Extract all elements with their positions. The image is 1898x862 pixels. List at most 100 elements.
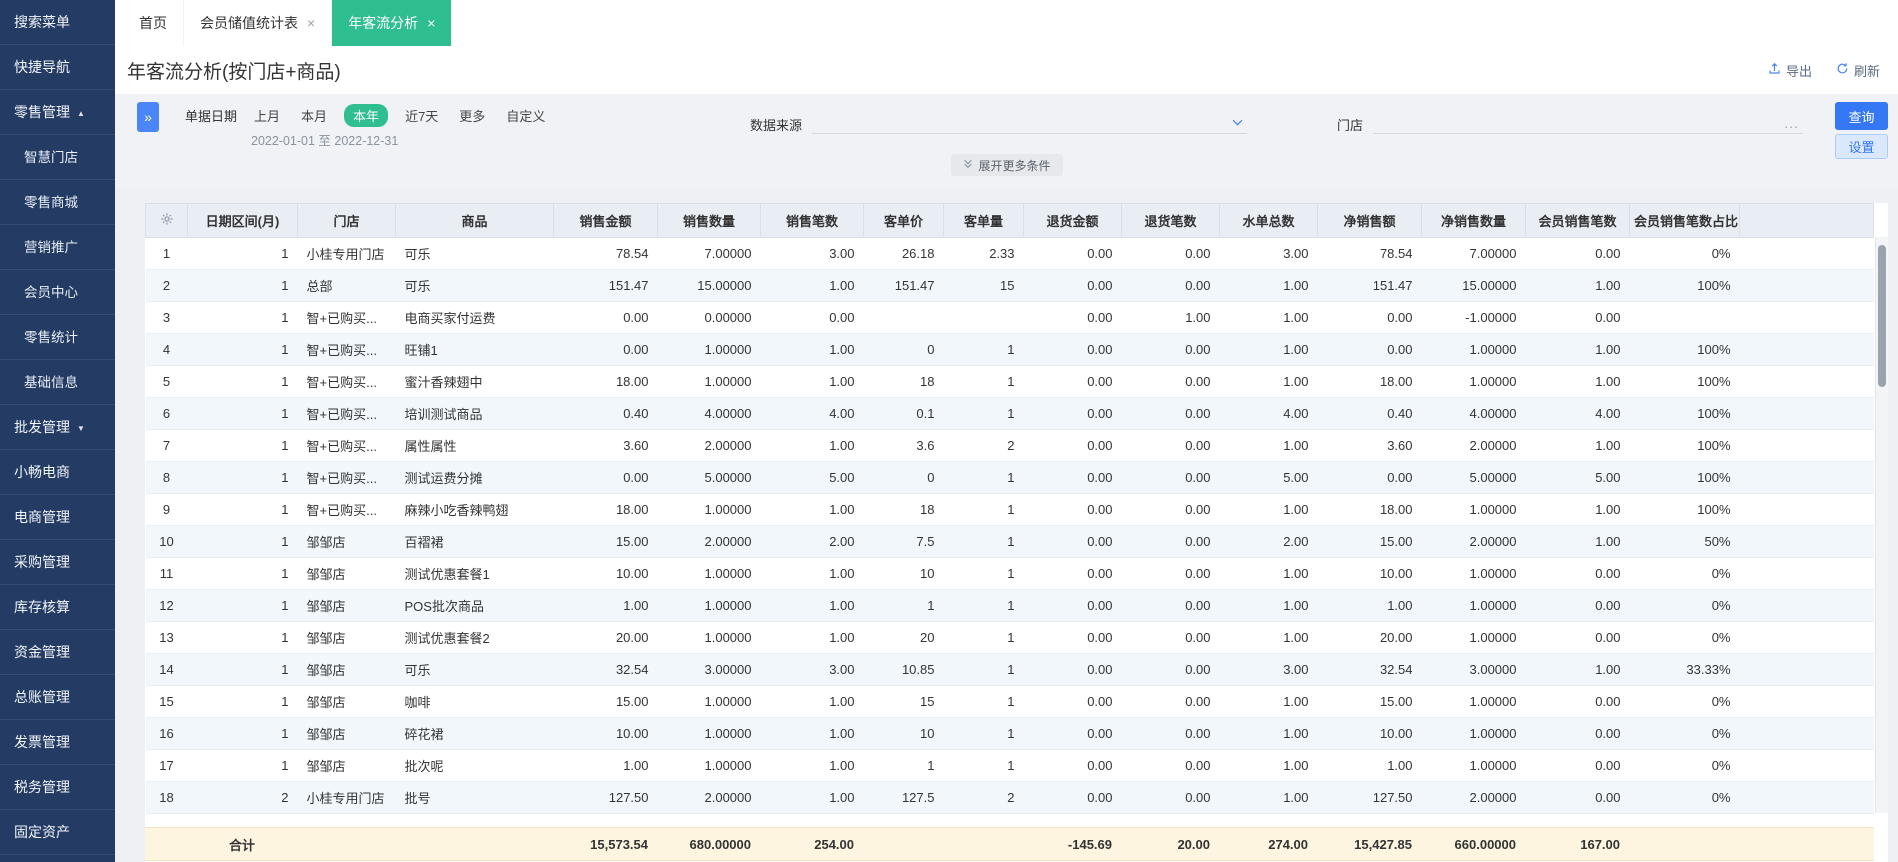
export-button[interactable]: 导出 (1768, 61, 1812, 80)
collapse-panel-button[interactable]: » (137, 102, 159, 132)
cell: 2.00000 (657, 525, 761, 558)
cell: 1.00 (760, 493, 864, 526)
table-row[interactable]: 1 1 小桂专用门店 可乐 78.54 7.00000 3.00 26.18 2.33 0.00 0… (145, 237, 1874, 270)
table-row[interactable]: 2 1 总部 可乐 151.47 15.00000 1.00 151.47 15 0.00 0.00… (145, 269, 1874, 302)
sidebar-item-资金管理[interactable]: 资金管理 (0, 630, 115, 675)
sidebar-item-基础信息[interactable]: 基础信息 (0, 360, 115, 405)
sidebar-item-税务管理[interactable]: 税务管理 (0, 765, 115, 810)
table-row[interactable]: 18 2 小桂专用门店 批号 127.50 2.00000 1.00 127.5 2 0.00 0.… (145, 781, 1874, 814)
column-header-商品[interactable]: 商品 (395, 203, 554, 238)
column-header-退货金额[interactable]: 退货金额 (1023, 203, 1122, 238)
refresh-button[interactable]: 刷新 (1836, 61, 1880, 80)
date-option-近7天[interactable]: 近7天 (405, 108, 439, 124)
table-row[interactable]: 3 1 智+已购买... 电商买家付运费 0.00 0.00000 0.00 0.00 1.00… (145, 301, 1874, 334)
column-header-水单总数[interactable]: 水单总数 (1219, 203, 1318, 238)
sidebar-item-批发管理[interactable]: 批发管理 ▼ (0, 405, 115, 450)
cell: 1.00 (760, 749, 864, 782)
date-option-本年[interactable]: 本年 (344, 103, 389, 127)
table-row[interactable]: 9 1 智+已购买... 麻辣小吃香辣鸭翅 18.00 1.00000 1.00 18 1 0.0… (145, 493, 1874, 526)
expand-more-button[interactable]: 展开更多条件 (950, 154, 1063, 176)
column-header-客单价[interactable]: 客单价 (863, 203, 944, 238)
sidebar-item-电商管理[interactable]: 电商管理 (0, 495, 115, 540)
column-header-会员销售笔数占比[interactable]: 会员销售笔数占比 (1629, 203, 1740, 238)
column-header-门店[interactable]: 门店 (297, 203, 396, 238)
column-header-日期区间(月)[interactable]: 日期区间(月) (187, 203, 298, 238)
sidebar-item-零售管理[interactable]: 零售管理 ▲ (0, 90, 115, 135)
table-row[interactable]: 8 1 智+已购买... 测试运费分摊 0.00 5.00000 5.00 0 1 0.00 0.0… (145, 461, 1874, 494)
sidebar-item-总账管理[interactable]: 总账管理 (0, 675, 115, 720)
cell: 0.00 (1317, 333, 1422, 366)
sidebar-item-固定资产[interactable]: 固定资产 (0, 810, 115, 855)
sidebar-item-label: 税务管理 (14, 779, 70, 795)
sidebar-item-label: 零售商城 (24, 195, 78, 210)
table-row[interactable]: 6 1 智+已购买... 培训测试商品 0.40 4.00000 4.00 0.1 1 0.00 0… (145, 397, 1874, 430)
sidebar-item-零售统计[interactable]: 零售统计 (0, 315, 115, 360)
date-option-本月[interactable]: 本月 (301, 108, 328, 124)
cell-filler (1739, 301, 1874, 334)
tab-首页[interactable]: 首页 (123, 0, 184, 46)
date-option-更多[interactable]: 更多 (459, 108, 486, 124)
date-option-自定义[interactable]: 自定义 (506, 108, 546, 124)
table-row[interactable]: 11 1 邹邹店 测试优惠套餐1 10.00 1.00000 1.00 10 1 0.00 0.00… (145, 557, 1874, 590)
sidebar-item-快捷导航[interactable]: 快捷导航 (0, 45, 115, 90)
cell: 测试优惠套餐2 (395, 621, 554, 654)
table-header-row: 日期区间(月) 门店 商品 销售金额 销售数量 销售笔数 客单价 客单量 退货金额 退货笔数 水单总… (145, 203, 1874, 238)
source-input[interactable] (812, 110, 1248, 134)
table-row[interactable]: 13 1 邹邹店 测试优惠套餐2 20.00 1.00000 1.00 20 1 0.00 0.00… (145, 621, 1874, 654)
sidebar-item-工资[interactable]: 工资 (0, 855, 115, 862)
chevron-down-icon[interactable] (1232, 114, 1243, 129)
cell: 3.00000 (1421, 653, 1526, 686)
cell: 1.00 (1317, 749, 1422, 782)
cell: 0.00 (1525, 717, 1630, 750)
cell: 18.00 (1317, 493, 1422, 526)
more-options-icon[interactable]: ... (1784, 115, 1800, 131)
store-input[interactable]: ... (1373, 110, 1804, 134)
table-row[interactable]: 7 1 智+已购买... 属性属性 3.60 2.00000 1.00 3.6 2 0.00 0.0… (145, 429, 1874, 462)
column-header-销售数量[interactable]: 销售数量 (657, 203, 761, 238)
scrollbar-thumb[interactable] (1878, 245, 1886, 387)
close-icon[interactable]: × (307, 15, 316, 31)
tab-年客流分析[interactable]: 年客流分析 × (332, 0, 453, 46)
cell: 100% (1629, 493, 1740, 526)
cell: 1 (187, 429, 298, 462)
settings-button[interactable]: 设置 (1835, 134, 1888, 159)
column-header-会员销售笔数[interactable]: 会员销售笔数 (1525, 203, 1630, 238)
column-header-净销售数量[interactable]: 净销售数量 (1421, 203, 1526, 238)
total-cell (943, 827, 1023, 861)
table-row[interactable]: 5 1 智+已购买... 蜜汁香辣翅中 18.00 1.00000 1.00 18 1 0.00 0… (145, 365, 1874, 398)
sidebar-item-小畅电商[interactable]: 小畅电商 (0, 450, 115, 495)
cell: 0.00 (553, 301, 658, 334)
sidebar-item-采购管理[interactable]: 采购管理 (0, 540, 115, 585)
date-option-上月[interactable]: 上月 (254, 108, 281, 124)
sidebar-item-智慧门店[interactable]: 智慧门店 (0, 135, 115, 180)
table-scrollbar[interactable] (1875, 237, 1888, 813)
sidebar-item-会员中心[interactable]: 会员中心 (0, 270, 115, 315)
column-header-销售金额[interactable]: 销售金额 (553, 203, 658, 238)
table-row[interactable]: 17 1 邹邹店 批次呢 1.00 1.00000 1.00 1 1 0.00 0.00 1.00 1.… (145, 749, 1874, 782)
sidebar-item-营销推广[interactable]: 营销推广 (0, 225, 115, 270)
table-row[interactable]: 15 1 邹邹店 咖啡 15.00 1.00000 1.00 15 1 0.00 0.00 1.00 1… (145, 685, 1874, 718)
cell: 1.00 (1219, 429, 1318, 462)
query-button[interactable]: 查询 (1835, 102, 1888, 130)
column-header-客单量[interactable]: 客单量 (943, 203, 1024, 238)
column-header-退货笔数[interactable]: 退货笔数 (1121, 203, 1220, 238)
column-header-净销售额[interactable]: 净销售额 (1317, 203, 1422, 238)
sidebar-item-零售商城[interactable]: 零售商城 (0, 180, 115, 225)
cell: 1.00 (760, 333, 864, 366)
table-row[interactable]: 14 1 邹邹店 可乐 32.54 3.00000 3.00 10.85 1 0.00 0.00 3.… (145, 653, 1874, 686)
cell: 1.00000 (657, 365, 761, 398)
sidebar-item-搜索菜单[interactable]: 搜索菜单 (0, 0, 115, 45)
table-row[interactable]: 4 1 智+已购买... 旺铺1 0.00 1.00000 1.00 0 1 0.00 0.00 1.… (145, 333, 1874, 366)
export-label: 导出 (1785, 63, 1812, 79)
close-icon[interactable]: × (427, 15, 436, 31)
table-row[interactable]: 10 1 邹邹店 百褶裙 15.00 2.00000 2.00 7.5 1 0.00 0.00 2.0… (145, 525, 1874, 558)
cell: 100% (1629, 461, 1740, 494)
cell: 总部 (297, 269, 396, 302)
table-row[interactable]: 12 1 邹邹店 POS批次商品 1.00 1.00000 1.00 1 1 0.00 0.00 1.… (145, 589, 1874, 622)
column-header-销售笔数[interactable]: 销售笔数 (760, 203, 864, 238)
sidebar-item-库存核算[interactable]: 库存核算 (0, 585, 115, 630)
table-row[interactable]: 16 1 邹邹店 碎花裙 10.00 1.00000 1.00 10 1 0.00 0.00 1.00… (145, 717, 1874, 750)
tab-会员储值统计表[interactable]: 会员储值统计表 × (184, 0, 333, 46)
gear-icon[interactable] (145, 203, 188, 238)
sidebar-item-发票管理[interactable]: 发票管理 (0, 720, 115, 765)
